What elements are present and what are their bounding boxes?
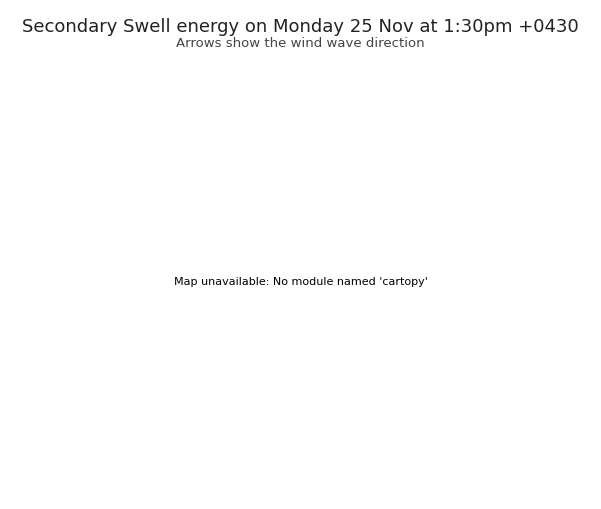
Text: Map unavailable: No module named 'cartopy': Map unavailable: No module named 'cartop…	[174, 277, 427, 287]
Text: Secondary Swell energy on Monday 25 Nov at 1:30pm +0430: Secondary Swell energy on Monday 25 Nov …	[22, 18, 579, 36]
Text: Arrows show the wind wave direction: Arrows show the wind wave direction	[176, 37, 425, 49]
